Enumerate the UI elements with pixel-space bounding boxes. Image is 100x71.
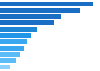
Bar bbox=[0, 20, 54, 25]
Bar bbox=[0, 58, 16, 63]
Bar bbox=[0, 39, 27, 44]
Bar bbox=[0, 65, 10, 70]
Bar bbox=[0, 52, 20, 57]
Bar bbox=[0, 8, 80, 13]
Bar bbox=[0, 27, 37, 32]
Bar bbox=[0, 1, 93, 6]
Bar bbox=[0, 14, 61, 19]
Bar bbox=[0, 46, 24, 51]
Bar bbox=[0, 33, 31, 38]
